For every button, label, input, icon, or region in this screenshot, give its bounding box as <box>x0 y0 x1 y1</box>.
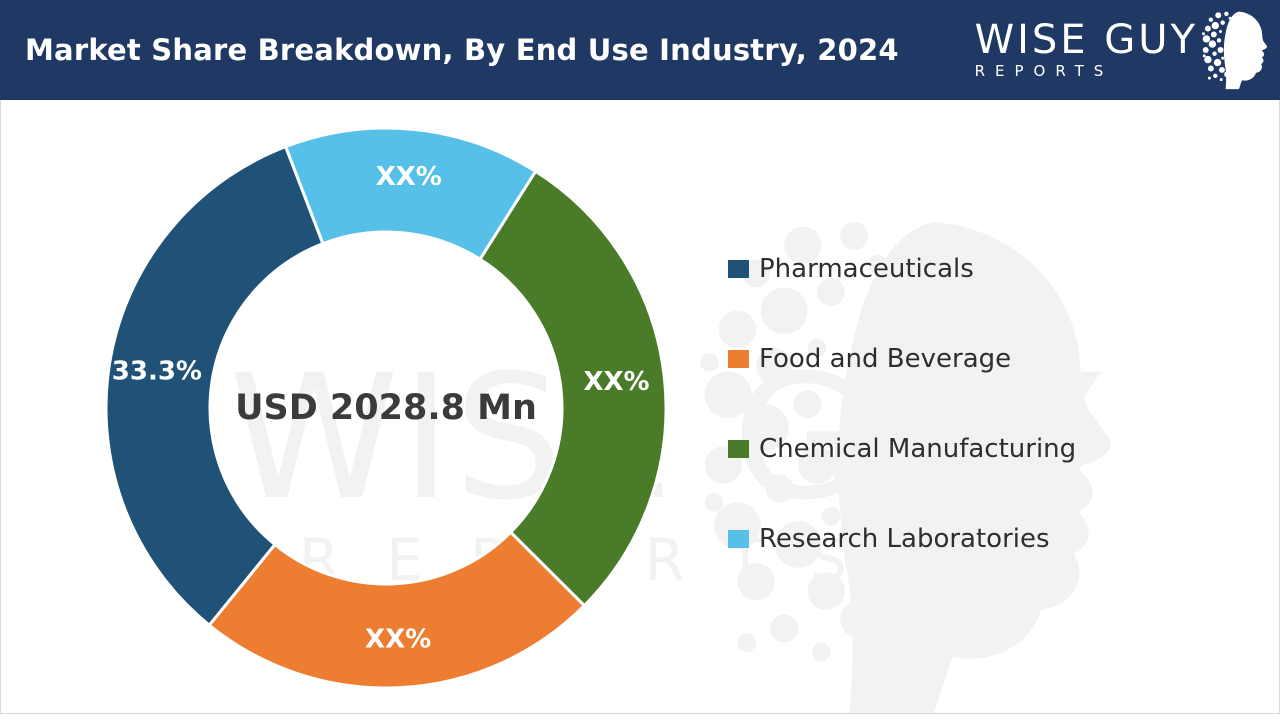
legend-label: Food and Beverage <box>759 344 1012 374</box>
segment-percent-label: XX% <box>583 367 649 397</box>
center-value: USD 2028.8 Mn <box>235 388 537 428</box>
chart-legend: Pharmaceuticals Food and Beverage Chemic… <box>728 253 1076 613</box>
page-title: Market Share Breakdown, By End Use Indus… <box>25 33 899 67</box>
wiseguy-face-icon <box>1202 9 1270 91</box>
header-bar: Market Share Breakdown, By End Use Indus… <box>0 0 1280 100</box>
legend-item-research-laboratories: Research Laboratories <box>728 523 1076 555</box>
legend-item-chemical-manufacturing: Chemical Manufacturing <box>728 433 1076 465</box>
donut-segment-pharmaceuticals <box>104 144 325 628</box>
legend-label: Pharmaceuticals <box>759 254 974 284</box>
legend-label: Chemical Manufacturing <box>759 434 1077 464</box>
watermark-face-icon <box>700 205 1130 720</box>
legend-item-pharmaceuticals: Pharmaceuticals <box>728 253 1076 285</box>
donut-segment-research-laboratories <box>283 126 538 262</box>
segment-percent-label: 33.3% <box>112 356 202 386</box>
legend-swatch <box>728 530 749 548</box>
segment-percent-label: XX% <box>376 162 442 192</box>
segment-percent-label: XX% <box>365 625 431 655</box>
legend-label: Research Laboratories <box>759 524 1050 554</box>
logo-subtitle: REPORTS <box>974 62 1114 80</box>
wiseguy-logo: WISE GUY REPORTS <box>975 9 1280 91</box>
legend-swatch <box>728 350 749 368</box>
legend-item-food-and-beverage: Food and Beverage <box>728 343 1076 375</box>
donut-segment-food-and-beverage <box>207 530 587 690</box>
donut-segment-chemical-manufacturing <box>477 169 668 608</box>
logo-wordmark: WISE GUY <box>974 17 1198 63</box>
legend-swatch <box>728 260 749 278</box>
legend-swatch <box>728 440 749 458</box>
